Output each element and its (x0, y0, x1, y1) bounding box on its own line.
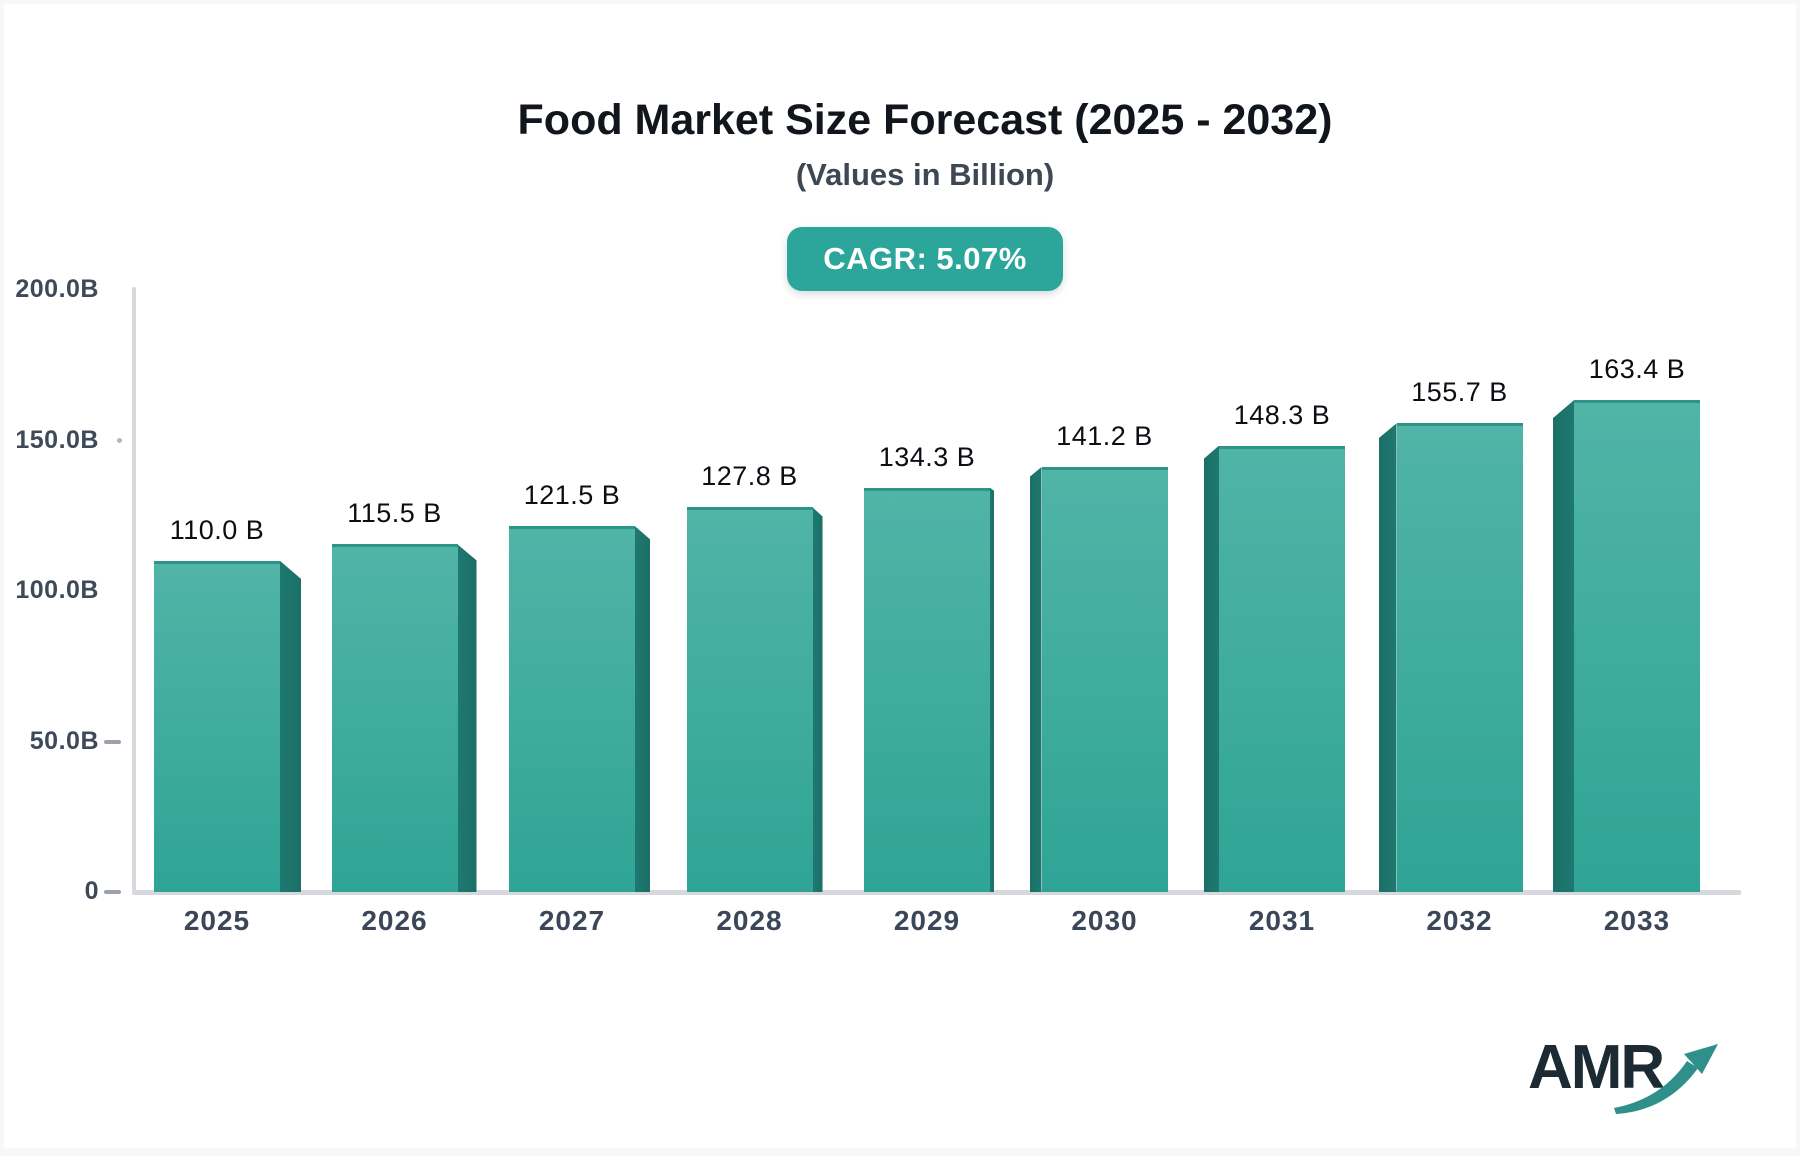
bar-side-2032 (1378, 423, 1397, 892)
chart-header: Food Market Size Forecast (2025 - 2032) … (54, 96, 1796, 291)
x-category-label: 2030 (1071, 905, 1138, 936)
bar-2031 (1219, 445, 1345, 892)
bar-2027 (509, 526, 635, 892)
bar-value-label: 110.0 B (169, 514, 265, 545)
bar-value-label: 148.3 B (1233, 399, 1331, 430)
bar-2025 (154, 560, 280, 892)
x-category-label: 2033 (1603, 905, 1671, 936)
amr-logo: AMR (1528, 1030, 1728, 1125)
x-category-label: 2027 (538, 905, 606, 936)
y-tick-label: 100.0B (15, 576, 99, 604)
x-category-label: 2031 (1248, 905, 1316, 936)
bar-value-label: 115.5 B (347, 498, 442, 529)
bar-2032 (1396, 423, 1523, 892)
x-category-label: 2029 (893, 905, 961, 936)
y-tick-label: 200.0B (15, 275, 99, 303)
bar-side-2033 (1553, 400, 1574, 892)
bar-value-label: 141.2 B (1056, 420, 1153, 451)
bar-side-2027 (635, 526, 650, 892)
plot-area: 200.0B 150.0B 100.0B 50.0B 0 110.0 B 2025 115.… (4, 4, 1796, 1148)
x-category-label: 2032 (1426, 905, 1493, 936)
x-category-label: 2026 (361, 905, 428, 936)
bar-side-2026 (457, 544, 477, 892)
bar-side-2030 (1029, 466, 1042, 892)
bar-2028 (686, 507, 813, 892)
amr-logo-text: AMR (1528, 1033, 1665, 1102)
cagr-label: CAGR: 5.07% (823, 241, 1027, 276)
bar-2026 (331, 544, 458, 892)
x-category-label: 2025 (183, 905, 251, 936)
bar-2029 (864, 487, 990, 892)
cagr-badge: CAGR: 5.07% (787, 227, 1063, 291)
bar-value-label: 163.4 B (1588, 354, 1686, 385)
y-tick-label: 50.0B (29, 726, 99, 755)
chart-title: Food Market Size Forecast (2025 - 2032) (517, 96, 1333, 144)
chart-card: Food Market Size Forecast (2025 - 2032) … (4, 4, 1796, 1148)
bar-value-label: 134.3 B (878, 441, 976, 472)
x-axis-line (132, 890, 1741, 895)
growth-arrow-icon (1614, 1044, 1718, 1114)
bar-side-2028 (812, 507, 823, 892)
y-tick-mark (117, 437, 122, 443)
x-category-label: 2028 (716, 905, 783, 936)
y-tick-mark (104, 890, 121, 894)
bar-2030 (1041, 466, 1168, 892)
bar-value-label: 121.5 B (523, 480, 621, 511)
bar-side-2029 (990, 487, 994, 892)
bar-value-label: 127.8 B (701, 461, 798, 492)
bar-2033 (1574, 400, 1700, 892)
chart-subtitle: (Values in Billion) (795, 157, 1055, 192)
y-tick-label: 150.0B (15, 425, 99, 454)
y-axis-line (132, 287, 136, 894)
y-tick-mark (104, 739, 121, 744)
bar-side-2031 (1204, 445, 1219, 892)
bar-side-2025 (280, 560, 301, 892)
y-tick-label: 0 (84, 877, 99, 905)
bar-value-label: 155.7 B (1411, 377, 1508, 408)
